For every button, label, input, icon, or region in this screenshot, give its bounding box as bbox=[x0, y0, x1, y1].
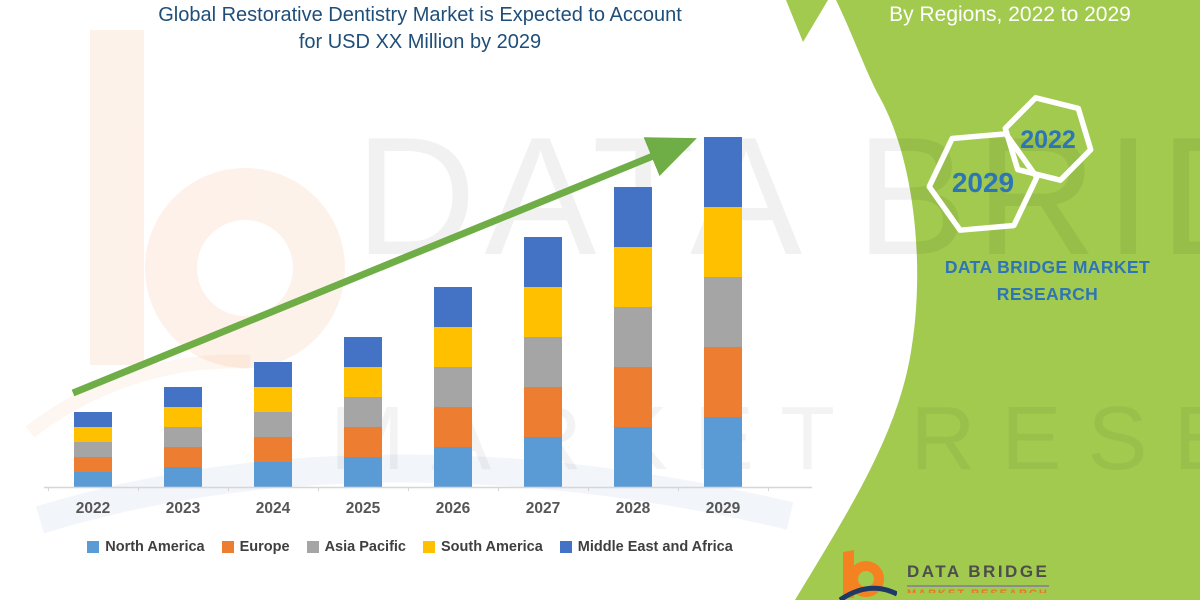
legend-item-asia-pacific: Asia Pacific bbox=[306, 539, 406, 555]
bar-2028-middle-east-and-africa bbox=[614, 187, 652, 247]
bar-2029-europe bbox=[704, 347, 742, 417]
bars-group bbox=[74, 137, 742, 487]
bar-2023-south-america bbox=[164, 407, 202, 427]
legend-label: South America bbox=[441, 539, 543, 555]
logo-subtext: MARKET RESEARCH bbox=[907, 588, 1049, 593]
legend-item-middle-east-and-africa: Middle East and Africa bbox=[559, 539, 733, 555]
x-axis-label-2025: 2025 bbox=[346, 500, 381, 517]
legend-swatch bbox=[221, 541, 234, 553]
bar-2022-middle-east-and-africa bbox=[74, 412, 112, 427]
panel-brand-line2: RESEARCH bbox=[996, 284, 1099, 304]
x-axis-label-2024: 2024 bbox=[256, 500, 291, 517]
bar-2022-asia-pacific bbox=[74, 442, 112, 457]
bar-2022-north-america bbox=[74, 472, 112, 487]
legend-label: North America bbox=[105, 539, 205, 555]
x-axis-label-2022: 2022 bbox=[76, 500, 110, 517]
bar-2028-north-america bbox=[614, 427, 652, 487]
panel-heading: By Regions, 2022 to 2029 bbox=[889, 3, 1131, 26]
bar-2023-asia-pacific bbox=[164, 427, 202, 447]
logo-b-icon bbox=[839, 550, 897, 600]
bar-2022-south-america bbox=[74, 427, 112, 442]
bar-2029-middle-east-and-africa bbox=[704, 137, 742, 207]
chart-title-line1: Global Restorative Dentistry Market is E… bbox=[158, 4, 682, 26]
bar-2027-north-america bbox=[524, 437, 562, 487]
bar-2024-north-america bbox=[254, 462, 292, 487]
watermark-logo-b bbox=[90, 30, 345, 368]
bar-2025-asia-pacific bbox=[344, 397, 382, 427]
bar-2024-middle-east-and-africa bbox=[254, 362, 292, 387]
x-axis bbox=[44, 486, 812, 491]
legend-item-north-america: North America bbox=[87, 539, 205, 555]
bar-2026-north-america bbox=[434, 447, 472, 487]
legend-item-south-america: South America bbox=[423, 539, 543, 555]
bar-2023-europe bbox=[164, 447, 202, 467]
x-axis-labels: 2022 2023 2024 2025 2026 2027 2028 2029 bbox=[76, 500, 741, 517]
x-axis-label-2023: 2023 bbox=[166, 500, 201, 517]
watermark-swoosh-orange bbox=[25, 354, 251, 438]
legend-label: Middle East and Africa bbox=[577, 539, 733, 555]
legend-swatch bbox=[559, 541, 572, 553]
logo-text: DATA BRIDGE bbox=[907, 562, 1050, 587]
bar-2023-middle-east-and-africa bbox=[164, 387, 202, 407]
x-axis-label-2026: 2026 bbox=[436, 500, 471, 517]
hexagon-2029-label: 2029 bbox=[952, 167, 1014, 198]
bar-2027-south-america bbox=[524, 287, 562, 337]
bar-2024-europe bbox=[254, 437, 292, 462]
x-axis-label-2027: 2027 bbox=[526, 500, 560, 517]
bar-2024-asia-pacific bbox=[254, 412, 292, 437]
bar-2028-asia-pacific bbox=[614, 307, 652, 367]
bar-2022-europe bbox=[74, 457, 112, 472]
legend-swatch bbox=[87, 541, 100, 553]
chart-legend: North America Europe Asia Pacific South Ame… bbox=[40, 539, 780, 555]
chart-title-line2: for USD XX Million by 2029 bbox=[298, 31, 542, 53]
company-logo: DATA BRIDGE MARKET RESEARCH bbox=[839, 550, 1050, 600]
bar-2026-middle-east-and-africa bbox=[434, 287, 472, 327]
x-axis-label-2029: 2029 bbox=[706, 500, 741, 517]
bar-2028-europe bbox=[614, 367, 652, 427]
bar-2025-europe bbox=[344, 427, 382, 457]
bar-2027-asia-pacific bbox=[524, 337, 562, 387]
bar-2025-middle-east-and-africa bbox=[344, 337, 382, 367]
bar-2025-north-america bbox=[344, 457, 382, 487]
bar-2024-south-america bbox=[254, 387, 292, 412]
hexagon-2022 bbox=[1002, 95, 1094, 183]
panel-brand-text: DATA BRIDGE MARKET RESEARCH bbox=[930, 254, 1165, 308]
legend-item-europe: Europe bbox=[221, 539, 290, 555]
hexagon-2029 bbox=[926, 131, 1040, 233]
bar-2029-south-america bbox=[704, 207, 742, 277]
bar-2029-north-america bbox=[704, 417, 742, 487]
x-axis-label-2028: 2028 bbox=[616, 500, 651, 517]
watermark-text-2: MARKET RESEARCH bbox=[330, 388, 1200, 491]
panel-brand-line1: DATA BRIDGE MARKET bbox=[944, 257, 1151, 277]
hexagon-2022-label: 2022 bbox=[1020, 126, 1076, 154]
bar-2029-asia-pacific bbox=[704, 277, 742, 347]
chart-title: Global Restorative Dentistry Market is E… bbox=[40, 2, 800, 56]
bar-2026-asia-pacific bbox=[434, 367, 472, 407]
bar-2026-europe bbox=[434, 407, 472, 447]
legend-label: Europe bbox=[239, 539, 290, 555]
watermark-swoosh-blue bbox=[35, 454, 794, 534]
bar-2023-north-america bbox=[164, 467, 202, 487]
legend-swatch bbox=[423, 541, 435, 553]
trend-arrow bbox=[71, 137, 697, 397]
legend-label: Asia Pacific bbox=[324, 539, 406, 555]
legend-swatch bbox=[306, 541, 319, 553]
bar-2028-south-america bbox=[614, 247, 652, 307]
bar-2027-middle-east-and-africa bbox=[524, 237, 562, 287]
bar-2027-europe bbox=[524, 387, 562, 437]
bar-2025-south-america bbox=[344, 367, 382, 397]
bar-2026-south-america bbox=[434, 327, 472, 367]
